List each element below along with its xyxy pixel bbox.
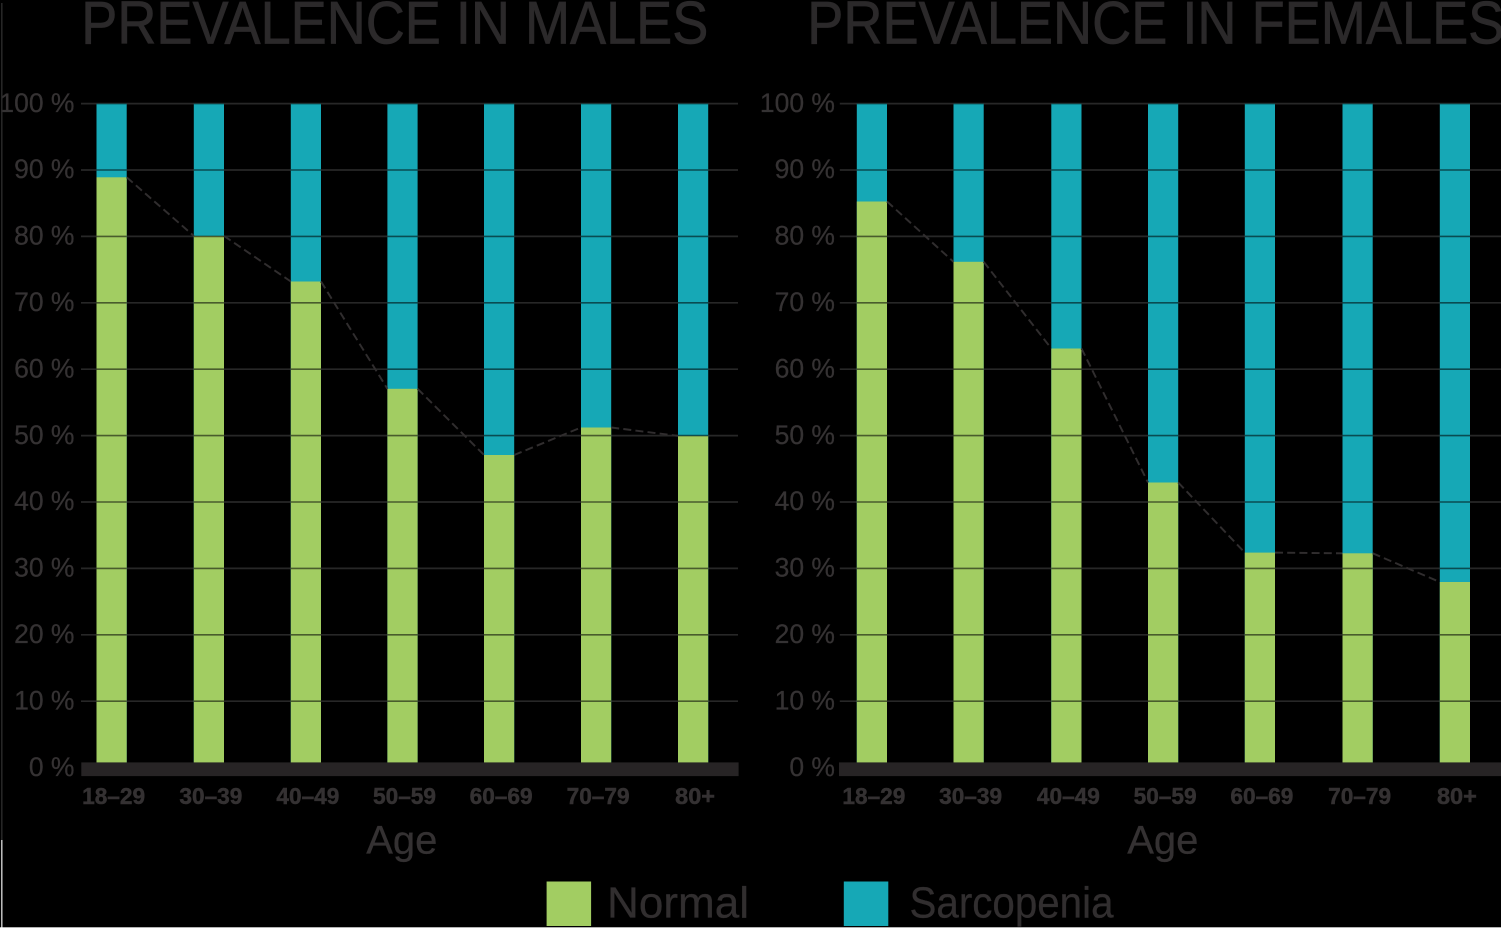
svg-text:40–49: 40–49 (1037, 783, 1100, 809)
svg-text:18–29: 18–29 (842, 783, 905, 809)
svg-text:70 %: 70 % (775, 287, 835, 317)
svg-text:Normal: Normal (607, 880, 749, 928)
svg-text:50–59: 50–59 (1134, 783, 1197, 809)
svg-text:18–29: 18–29 (82, 783, 145, 809)
svg-text:80+: 80+ (1437, 783, 1477, 809)
svg-text:30 %: 30 % (14, 553, 74, 583)
svg-text:70–79: 70–79 (567, 783, 630, 809)
svg-text:10 %: 10 % (14, 685, 74, 715)
svg-text:40 %: 40 % (14, 486, 74, 516)
svg-text:PREVALENCE IN FEMALES: PREVALENCE IN FEMALES (807, 0, 1501, 56)
svg-text:50–59: 50–59 (373, 783, 436, 809)
svg-text:60 %: 60 % (775, 353, 835, 383)
svg-text:20 %: 20 % (14, 619, 74, 649)
svg-text:60–69: 60–69 (1230, 783, 1293, 809)
svg-text:30 %: 30 % (775, 553, 835, 583)
svg-text:PREVALENCE IN MALES: PREVALENCE IN MALES (81, 0, 708, 56)
svg-text:100 %: 100 % (0, 88, 75, 118)
svg-text:50 %: 50 % (775, 420, 835, 450)
svg-text:80 %: 80 % (775, 221, 835, 251)
svg-text:10 %: 10 % (775, 685, 835, 715)
svg-text:Sarcopenia: Sarcopenia (910, 880, 1115, 928)
svg-text:90 %: 90 % (775, 154, 835, 184)
svg-text:0 %: 0 % (789, 752, 835, 782)
svg-text:70 %: 70 % (14, 287, 74, 317)
svg-text:30–39: 30–39 (179, 783, 242, 809)
svg-text:90 %: 90 % (14, 154, 74, 184)
svg-text:40–49: 40–49 (276, 783, 339, 809)
svg-text:Age: Age (366, 819, 437, 863)
svg-text:30–39: 30–39 (939, 783, 1002, 809)
svg-text:40 %: 40 % (775, 486, 835, 516)
svg-text:50 %: 50 % (14, 420, 74, 450)
svg-text:0 %: 0 % (29, 752, 75, 782)
svg-text:70–79: 70–79 (1328, 783, 1391, 809)
svg-text:80+: 80+ (675, 783, 715, 809)
svg-text:80 %: 80 % (14, 221, 74, 251)
svg-text:100 %: 100 % (760, 88, 835, 118)
svg-text:60–69: 60–69 (470, 783, 533, 809)
svg-text:60 %: 60 % (14, 353, 74, 383)
svg-text:20 %: 20 % (775, 619, 835, 649)
svg-text:Age: Age (1127, 819, 1198, 863)
